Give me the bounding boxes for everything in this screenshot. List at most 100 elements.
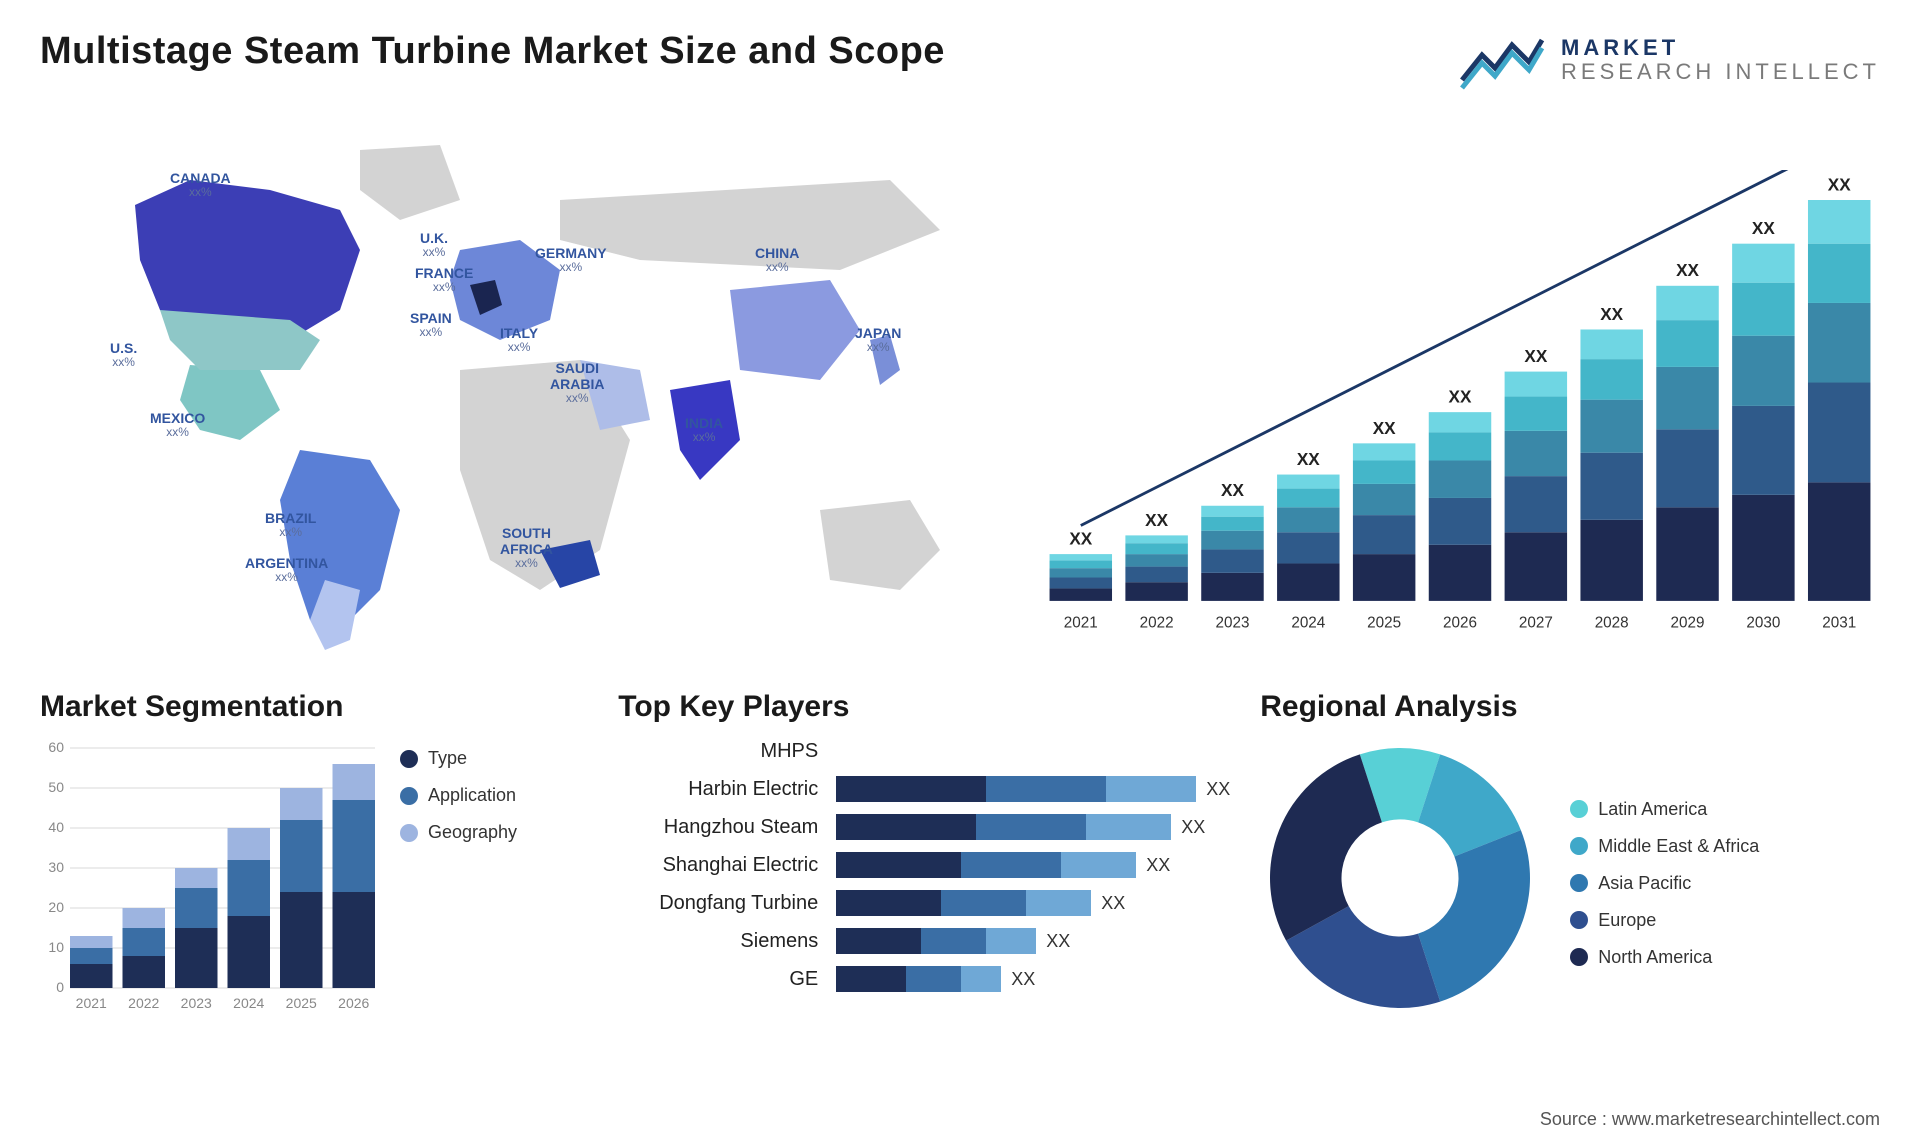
legend-swatch (400, 750, 418, 768)
player-bar-segment (961, 852, 1061, 878)
svg-text:2027: 2027 (1519, 615, 1553, 632)
player-bar-row (836, 738, 1230, 764)
player-bar-value: XX (1101, 893, 1125, 914)
player-bar-row: XX (836, 966, 1230, 992)
map-label-brazil: BRAZILxx% (265, 510, 316, 540)
legend-item: Application (400, 785, 517, 806)
svg-text:2022: 2022 (1140, 615, 1174, 632)
map-label-italy: ITALYxx% (500, 325, 538, 355)
player-bar-segment (1061, 852, 1136, 878)
svg-text:XX: XX (1600, 304, 1623, 324)
svg-text:2022: 2022 (128, 995, 159, 1011)
legend-swatch (1570, 837, 1588, 855)
legend-label: Middle East & Africa (1598, 836, 1759, 857)
player-bar-segment (921, 928, 986, 954)
page-title: Multistage Steam Turbine Market Size and… (40, 30, 945, 73)
svg-text:2024: 2024 (1291, 615, 1325, 632)
player-bar-value: XX (1146, 855, 1170, 876)
player-bar-segment (1026, 890, 1091, 916)
map-label-mexico: MEXICOxx% (150, 410, 205, 440)
player-bar-segment (986, 776, 1106, 802)
svg-text:XX: XX (1145, 510, 1168, 530)
svg-text:2024: 2024 (233, 995, 264, 1011)
legend-label: Europe (1598, 910, 1656, 931)
segmentation-legend: Type Application Geography (400, 748, 517, 1018)
svg-text:XX: XX (1221, 480, 1244, 500)
svg-text:2021: 2021 (76, 995, 107, 1011)
legend-swatch (400, 787, 418, 805)
legend-item: Europe (1570, 910, 1759, 931)
player-bar-value: XX (1011, 969, 1035, 990)
player-bar-row: XX (836, 776, 1230, 802)
svg-text:60: 60 (48, 739, 64, 755)
map-label-argentina: ARGENTINAxx% (245, 555, 328, 585)
legend-item: Geography (400, 822, 517, 843)
player-bar-segment (1106, 776, 1196, 802)
svg-text:XX: XX (1752, 218, 1775, 238)
brand-logo: MARKET RESEARCH INTELLECT (1457, 30, 1880, 90)
regional-donut-svg (1260, 738, 1540, 1018)
svg-text:50: 50 (48, 779, 64, 795)
svg-text:XX: XX (1373, 418, 1396, 438)
player-bar-stack (836, 776, 1196, 802)
svg-text:XX: XX (1297, 449, 1320, 469)
svg-text:0: 0 (56, 979, 64, 995)
player-bar-stack (836, 890, 1091, 916)
svg-text:2029: 2029 (1671, 615, 1705, 632)
legend-swatch (1570, 911, 1588, 929)
player-name: MHPS (618, 738, 818, 764)
logo-icon (1457, 30, 1547, 90)
legend-label: Type (428, 748, 467, 769)
regional-title: Regional Analysis (1260, 690, 1880, 724)
svg-text:XX: XX (1449, 387, 1472, 407)
legend-item: Latin America (1570, 799, 1759, 820)
player-bar-row: XX (836, 852, 1230, 878)
key-players-title: Top Key Players (618, 690, 1230, 724)
player-bar-row: XX (836, 814, 1230, 840)
player-bar-segment (961, 966, 1001, 992)
map-label-saudi-arabia: SAUDIARABIAxx% (550, 360, 604, 406)
svg-text:2023: 2023 (1215, 615, 1249, 632)
player-bar-row: XX (836, 890, 1230, 916)
map-label-japan: JAPANxx% (855, 325, 901, 355)
player-bar-segment (836, 890, 941, 916)
legend-item: Middle East & Africa (1570, 836, 1759, 857)
player-name: Siemens (618, 928, 818, 954)
svg-text:2028: 2028 (1595, 615, 1629, 632)
svg-text:XX: XX (1828, 174, 1851, 194)
svg-text:XX: XX (1069, 529, 1092, 549)
legend-item: Asia Pacific (1570, 873, 1759, 894)
segmentation-title: Market Segmentation (40, 690, 588, 724)
logo-text: MARKET RESEARCH INTELLECT (1561, 36, 1880, 84)
player-name: GE (618, 966, 818, 992)
svg-text:20: 20 (48, 899, 64, 915)
growth-chart: XX2021XX2022XX2023XX2024XX2025XX2026XX20… (1040, 110, 1880, 650)
player-bar-stack (836, 814, 1171, 840)
player-bar-value: XX (1181, 817, 1205, 838)
legend-swatch (400, 824, 418, 842)
svg-text:30: 30 (48, 859, 64, 875)
legend-label: Latin America (1598, 799, 1707, 820)
player-bar-segment (836, 928, 921, 954)
segmentation-chart-svg: 0 10 20 30 40 50 60 2021 2022 2023 2024 2025 2026 (40, 738, 380, 1018)
map-label-canada: CANADAxx% (170, 170, 231, 200)
svg-text:10: 10 (48, 939, 64, 955)
map-label-u-k-: U.K.xx% (420, 230, 448, 260)
svg-text:2025: 2025 (286, 995, 317, 1011)
player-bar-stack (836, 928, 1036, 954)
key-players-names: MHPSHarbin ElectricHangzhou SteamShangha… (618, 738, 818, 992)
source-text: Source : www.marketresearchintellect.com (1540, 1109, 1880, 1130)
player-name: Dongfang Turbine (618, 890, 818, 916)
key-players-bars: XXXXXXXXXXXX (836, 738, 1230, 992)
player-bar-segment (976, 814, 1086, 840)
svg-text:40: 40 (48, 819, 64, 835)
legend-swatch (1570, 800, 1588, 818)
map-label-france: FRANCExx% (415, 265, 473, 295)
svg-text:2023: 2023 (181, 995, 212, 1011)
svg-text:XX: XX (1676, 260, 1699, 280)
player-bar-stack (836, 852, 1136, 878)
player-name: Shanghai Electric (618, 852, 818, 878)
svg-text:2031: 2031 (1822, 615, 1856, 632)
svg-text:2026: 2026 (338, 995, 369, 1011)
svg-text:2025: 2025 (1367, 615, 1401, 632)
